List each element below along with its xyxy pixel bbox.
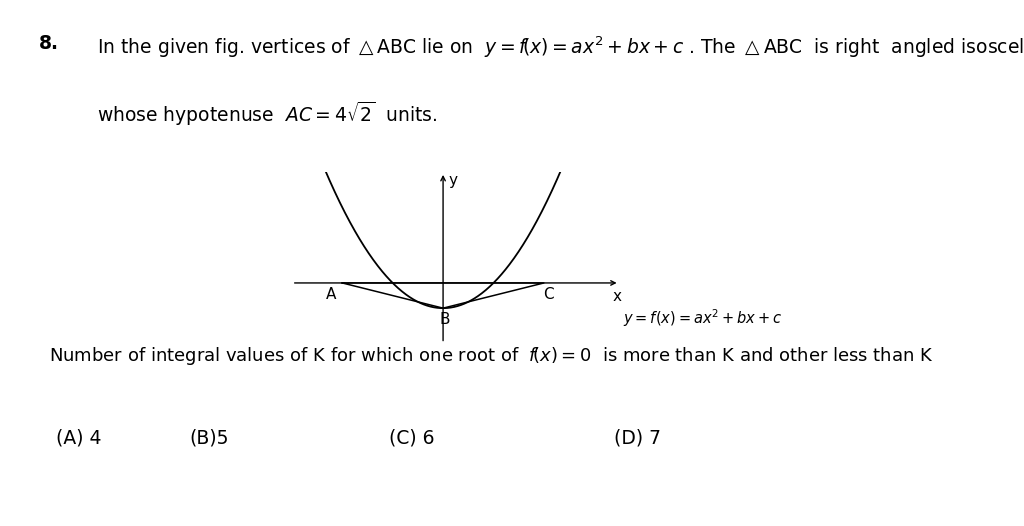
Text: In the given fig. vertices of $\triangle$ABC lie on  $y=f\!\left(x\right)=ax^{2}: In the given fig. vertices of $\triangle… (97, 34, 1024, 59)
Text: whose hypotenuse  $AC=4\sqrt{2}$  units.: whose hypotenuse $AC=4\sqrt{2}$ units. (97, 100, 438, 128)
Text: 8.: 8. (39, 34, 59, 53)
Text: (A) 4: (A) 4 (56, 429, 101, 448)
Text: (C) 6: (C) 6 (389, 429, 434, 448)
Text: $y=f(x)=ax^{2}+bx+c$: $y=f(x)=ax^{2}+bx+c$ (623, 308, 781, 329)
Text: A: A (326, 287, 336, 302)
Text: (B)5: (B)5 (189, 429, 229, 448)
Text: Number of integral values of K for which one root of  $f\!\left(x\right)=0$  is : Number of integral values of K for which… (49, 345, 934, 367)
Text: B: B (440, 312, 451, 327)
Text: x: x (612, 289, 622, 305)
Text: y: y (449, 173, 457, 188)
Text: (D) 7: (D) 7 (614, 429, 662, 448)
Text: C: C (543, 287, 554, 302)
